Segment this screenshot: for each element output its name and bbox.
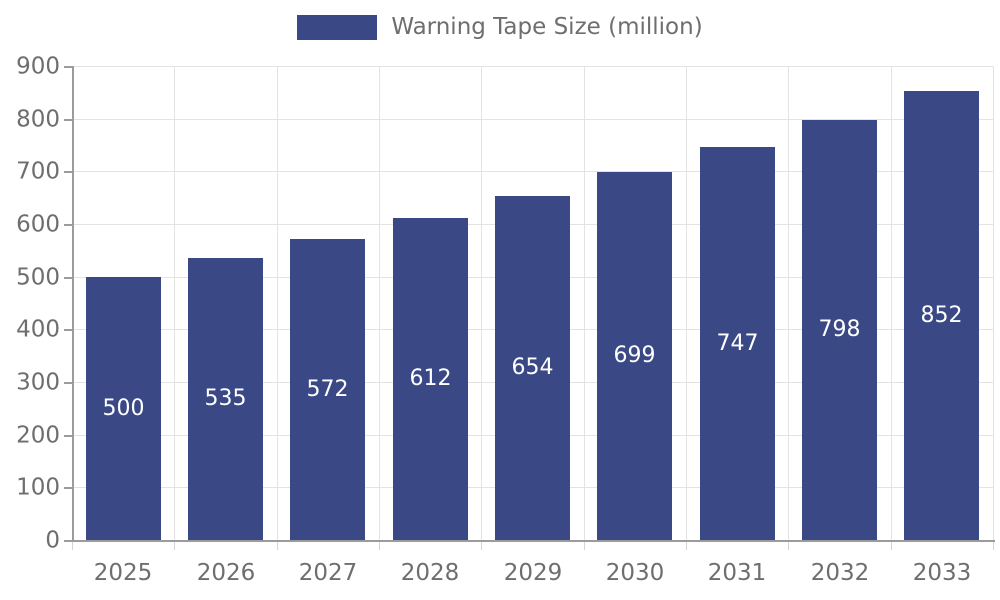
y-axis-tick <box>64 487 72 489</box>
bar-value-label: 572 <box>306 376 349 402</box>
bar-value-label: 699 <box>613 343 656 368</box>
gridline-horizontal <box>72 171 993 172</box>
bar-value-label: 852 <box>920 302 963 328</box>
bar-value-label: 747 <box>716 330 759 356</box>
gridline-vertical <box>277 66 278 540</box>
x-axis-tick <box>481 542 482 550</box>
gridline-vertical <box>584 66 585 540</box>
x-axis-tick-label: 2031 <box>707 560 767 586</box>
y-axis-tick <box>64 435 72 437</box>
bar-2025: 500 <box>86 277 161 540</box>
bar-2033: 852 <box>904 91 979 540</box>
x-axis-tick <box>277 542 278 550</box>
y-axis-tick-label: 800 <box>16 106 60 133</box>
x-axis-tick <box>584 542 585 550</box>
y-axis-tick <box>64 66 72 68</box>
y-axis-tick-label: 100 <box>16 474 60 501</box>
y-axis-tick-label: 0 <box>45 527 60 554</box>
x-axis-tick-label: 2026 <box>196 560 256 586</box>
y-axis-line <box>72 66 74 542</box>
x-axis-tick <box>788 542 789 550</box>
y-axis-tick-label: 900 <box>16 53 60 80</box>
x-axis-tick <box>686 542 687 550</box>
bar-2030: 699 <box>597 172 672 540</box>
gridline-vertical <box>891 66 892 540</box>
y-axis-tick <box>64 171 72 173</box>
gridline-vertical <box>788 66 789 540</box>
x-axis-tick-label: 2032 <box>810 560 870 586</box>
bar-value-label: 798 <box>818 317 861 342</box>
x-axis-tick-label: 2029 <box>503 560 563 586</box>
y-axis-tick <box>64 224 72 226</box>
x-axis-tick <box>72 542 73 550</box>
gridline-vertical <box>993 66 994 540</box>
gridline-horizontal <box>72 66 993 67</box>
bar-2027: 572 <box>290 239 365 540</box>
x-axis-tick <box>891 542 892 550</box>
x-axis-tick <box>174 542 175 550</box>
y-axis-tick <box>64 277 72 279</box>
y-axis-tick-label: 300 <box>16 369 60 396</box>
y-axis-tick-label: 500 <box>16 264 60 291</box>
x-axis-line <box>72 540 995 542</box>
x-axis-tick-label: 2027 <box>298 560 358 586</box>
x-axis-tick-label: 2025 <box>93 560 153 586</box>
bar-value-label: 535 <box>204 386 247 411</box>
x-axis-tick <box>379 542 380 550</box>
gridline-vertical <box>379 66 380 540</box>
bar-value-label: 654 <box>511 355 554 380</box>
y-axis-tick-label: 600 <box>16 211 60 238</box>
y-axis-tick <box>64 540 72 542</box>
bar-value-label: 500 <box>102 395 145 421</box>
legend-label: Warning Tape Size (million) <box>391 14 703 40</box>
y-axis-tick <box>64 119 72 121</box>
bar-2029: 654 <box>495 196 570 540</box>
y-axis-tick <box>64 329 72 331</box>
legend[interactable]: Warning Tape Size (million) <box>0 14 1000 40</box>
gridline-vertical <box>686 66 687 540</box>
gridline-vertical <box>174 66 175 540</box>
gridline-vertical <box>481 66 482 540</box>
bar-2032: 798 <box>802 120 877 540</box>
y-axis-tick-label: 200 <box>16 422 60 449</box>
gridline-horizontal <box>72 119 993 120</box>
bar-2031: 747 <box>700 147 775 540</box>
y-axis-tick <box>64 382 72 384</box>
x-axis-tick-label: 2028 <box>400 560 460 586</box>
bar-2026: 535 <box>188 258 263 540</box>
bar-value-label: 612 <box>409 366 452 391</box>
legend-swatch <box>297 14 378 40</box>
bar-2028: 612 <box>393 218 468 540</box>
x-axis-tick-label: 2033 <box>912 560 972 586</box>
y-axis-tick-label: 400 <box>16 316 60 343</box>
y-axis-tick-label: 700 <box>16 158 60 185</box>
x-axis-tick <box>993 542 994 550</box>
x-axis-tick-label: 2030 <box>605 560 665 586</box>
